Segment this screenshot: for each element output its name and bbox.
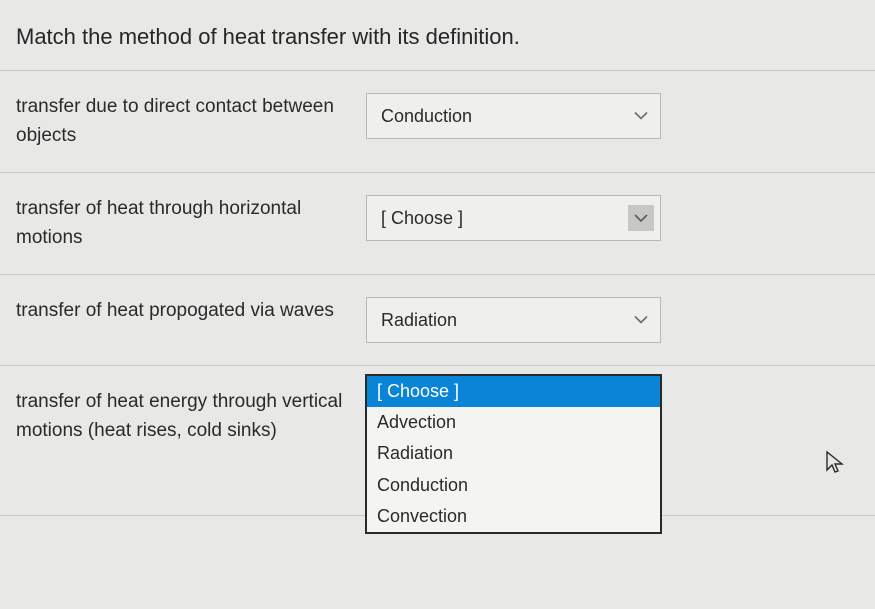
definition-text: transfer due to direct contact between o… [16, 93, 366, 150]
select-wrap: Radiation [366, 297, 661, 343]
dropdown-option[interactable]: [ Choose ] [367, 376, 660, 407]
question-title: Match the method of heat transfer with i… [0, 0, 875, 71]
select-wrap: Conduction [366, 93, 661, 139]
cursor-icon [825, 450, 845, 481]
chevron-active-bg [628, 205, 654, 231]
select-wrap: [ Choose ] [366, 195, 661, 241]
match-row: transfer of heat through horizontal moti… [0, 173, 875, 275]
select-dropdown[interactable]: Conduction [366, 93, 661, 139]
definition-text: transfer of heat energy through vertical… [16, 388, 366, 445]
select-value: Conduction [381, 106, 472, 127]
dropdown-option[interactable]: Advection [367, 407, 660, 438]
definition-text: transfer of heat through horizontal moti… [16, 195, 366, 252]
select-dropdown[interactable]: Radiation [366, 297, 661, 343]
match-row: transfer of heat energy through vertical… [0, 366, 875, 516]
quiz-container: Match the method of heat transfer with i… [0, 0, 875, 609]
dropdown-option[interactable]: Convection [367, 501, 660, 532]
match-row: transfer due to direct contact between o… [0, 71, 875, 173]
dropdown-option[interactable]: Radiation [367, 438, 660, 469]
dropdown-menu: [ Choose ] Advection Radiation Conductio… [365, 374, 662, 534]
dropdown-option[interactable]: Conduction [367, 470, 660, 501]
chevron-down-icon [634, 316, 648, 325]
match-row: transfer of heat propogated via waves Ra… [0, 275, 875, 366]
select-value: Radiation [381, 310, 457, 331]
chevron-down-icon [634, 112, 648, 121]
definition-text: transfer of heat propogated via waves [16, 297, 366, 326]
select-dropdown[interactable]: [ Choose ] [366, 195, 661, 241]
select-value: [ Choose ] [381, 208, 463, 229]
